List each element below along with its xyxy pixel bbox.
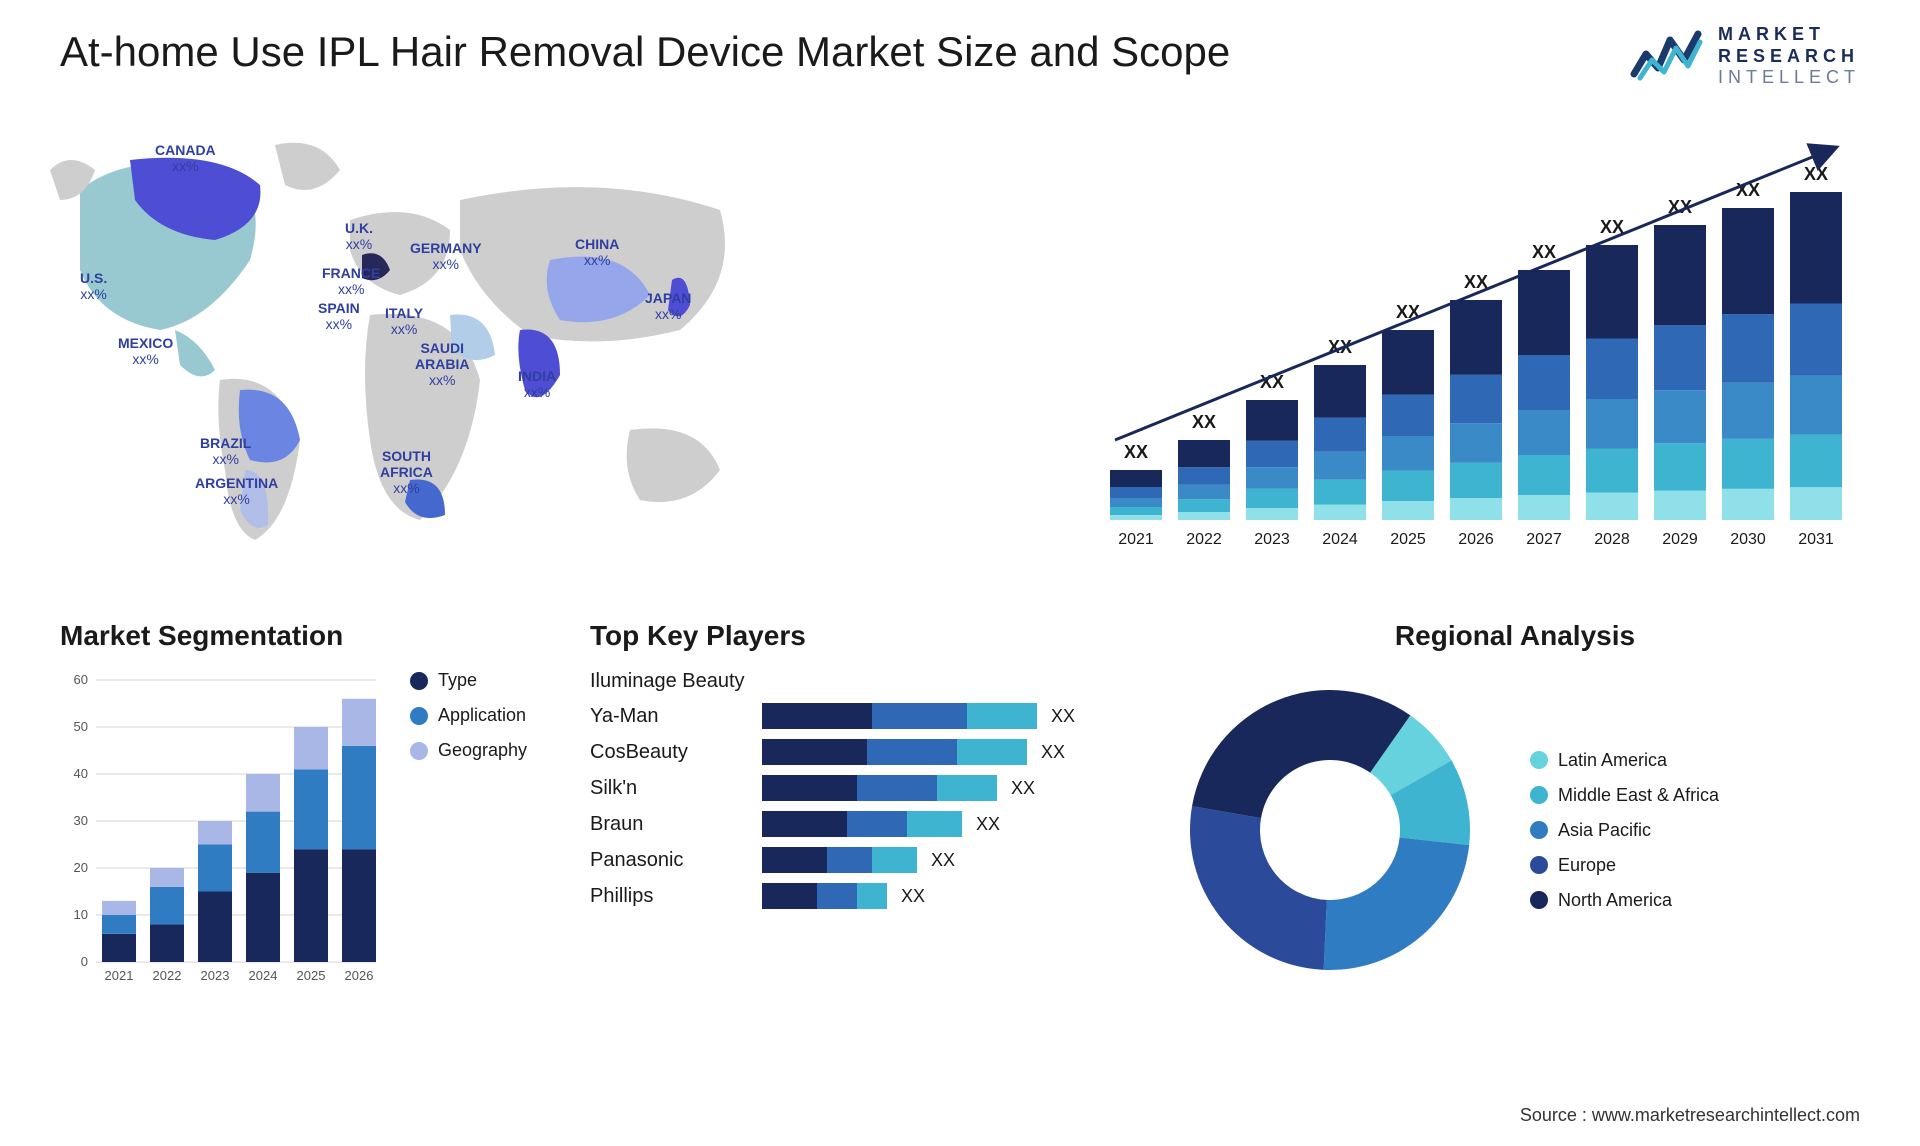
key-player-row: Iluminage Beauty [590, 670, 1110, 693]
brand-logo: MARKET RESEARCH INTELLECT [1630, 24, 1860, 89]
logo-line1: MARKET [1718, 24, 1860, 46]
key-player-row: Ya-Man XX [590, 703, 1110, 729]
key-players-heading: Top Key Players [590, 620, 1110, 652]
svg-text:2021: 2021 [105, 968, 134, 983]
legend-item: Application [410, 705, 527, 726]
svg-text:20: 20 [74, 860, 88, 875]
map-label: BRAZILxx% [200, 435, 251, 467]
svg-text:XX: XX [1328, 337, 1352, 357]
key-player-name: Silk'n [590, 777, 760, 800]
svg-text:2026: 2026 [1458, 531, 1494, 548]
page-title: At-home Use IPL Hair Removal Device Mark… [60, 28, 1230, 76]
legend-item: North America [1530, 890, 1719, 911]
map-label: FRANCExx% [322, 265, 380, 297]
legend-item: Latin America [1530, 750, 1719, 771]
key-players-list: Iluminage BeautyYa-ManXXCosBeautyXXSilk'… [590, 670, 1110, 909]
svg-text:2024: 2024 [249, 968, 278, 983]
svg-text:60: 60 [74, 672, 88, 687]
svg-text:2022: 2022 [1186, 531, 1222, 548]
svg-text:2030: 2030 [1730, 531, 1766, 548]
svg-text:2025: 2025 [297, 968, 326, 983]
svg-text:2024: 2024 [1322, 531, 1358, 548]
logo-icon [1630, 28, 1704, 84]
map-label: SPAINxx% [318, 300, 360, 332]
svg-text:2031: 2031 [1798, 531, 1834, 548]
key-player-value: XX [931, 850, 955, 871]
logo-line2: RESEARCH [1718, 46, 1860, 68]
svg-text:2029: 2029 [1662, 531, 1698, 548]
map-label: CANADAxx% [155, 142, 216, 174]
key-player-name: Panasonic [590, 849, 760, 872]
svg-text:2023: 2023 [201, 968, 230, 983]
key-player-value: XX [1051, 706, 1075, 727]
key-player-value: XX [1041, 742, 1065, 763]
legend-item: Geography [410, 740, 527, 761]
key-player-row: Panasonic XX [590, 847, 1110, 873]
svg-text:50: 50 [74, 719, 88, 734]
legend-item: Europe [1530, 855, 1719, 876]
map-label: SOUTHAFRICAxx% [380, 448, 433, 496]
svg-text:2028: 2028 [1594, 531, 1630, 548]
map-label: SAUDIARABIAxx% [415, 340, 469, 388]
key-player-value: XX [901, 886, 925, 907]
key-player-name: Braun [590, 813, 760, 836]
key-player-row: CosBeauty XX [590, 739, 1110, 765]
map-label: ITALYxx% [385, 305, 423, 337]
world-map: CANADAxx% U.S.xx% MEXICOxx% BRAZILxx% ARGENT… [40, 130, 800, 550]
svg-text:XX: XX [1804, 164, 1828, 184]
map-label: INDIAxx% [518, 368, 556, 400]
key-player-row: Phillips XX [590, 883, 1110, 909]
svg-text:2026: 2026 [345, 968, 374, 983]
key-player-name: Phillips [590, 885, 760, 908]
key-player-row: Braun XX [590, 811, 1110, 837]
svg-text:XX: XX [1124, 442, 1148, 462]
key-player-value: XX [976, 814, 1000, 835]
map-label: GERMANYxx% [410, 240, 482, 272]
legend-item: Middle East & Africa [1530, 785, 1719, 806]
map-label: U.K.xx% [345, 220, 373, 252]
legend-item: Type [410, 670, 527, 691]
segmentation-section: Market Segmentation 0 10 20 30 40 50 60 2021 202… [60, 620, 540, 990]
map-label: MEXICOxx% [118, 335, 173, 367]
segmentation-heading: Market Segmentation [60, 620, 540, 652]
legend-item: Asia Pacific [1530, 820, 1719, 841]
regional-donut [1170, 670, 1490, 990]
map-label: ARGENTINAxx% [195, 475, 278, 507]
svg-text:2025: 2025 [1390, 531, 1426, 548]
svg-text:2027: 2027 [1526, 531, 1562, 548]
market-size-chart: XX2021XX2022XX2023XX2024XX2025XX2026XX20… [1100, 130, 1860, 550]
svg-text:10: 10 [74, 907, 88, 922]
segmentation-legend: Type Application Geography [410, 670, 527, 761]
logo-line3: INTELLECT [1718, 67, 1860, 89]
regional-heading: Regional Analysis [1170, 620, 1860, 652]
key-player-value: XX [1011, 778, 1035, 799]
svg-text:XX: XX [1532, 242, 1556, 262]
map-label: JAPANxx% [645, 290, 691, 322]
key-player-name: Iluminage Beauty [590, 670, 760, 693]
svg-text:2021: 2021 [1118, 531, 1154, 548]
key-player-name: CosBeauty [590, 741, 760, 764]
regional-legend: Latin America Middle East & Africa Asia Pa… [1530, 750, 1719, 911]
map-label: U.S.xx% [80, 270, 107, 302]
key-players-section: Top Key Players Iluminage Beauty Ya-Man XX… [590, 620, 1110, 909]
svg-text:2022: 2022 [153, 968, 182, 983]
market-size-chart-svg: XX2021XX2022XX2023XX2024XX2025XX2026XX20… [1100, 130, 1860, 550]
svg-text:40: 40 [74, 766, 88, 781]
source-attribution: Source : www.marketresearchintellect.com [1520, 1105, 1860, 1126]
segmentation-chart: 0 10 20 30 40 50 60 2021 2022 2023 2024 2025 2026 [60, 670, 380, 990]
map-label: CHINAxx% [575, 236, 619, 268]
svg-text:30: 30 [74, 813, 88, 828]
svg-text:XX: XX [1192, 412, 1216, 432]
svg-text:0: 0 [81, 954, 88, 969]
regional-section: Regional Analysis Latin America Middle Ea… [1170, 620, 1860, 990]
key-player-row: Silk'n XX [590, 775, 1110, 801]
key-player-name: Ya-Man [590, 705, 760, 728]
svg-text:2023: 2023 [1254, 531, 1290, 548]
